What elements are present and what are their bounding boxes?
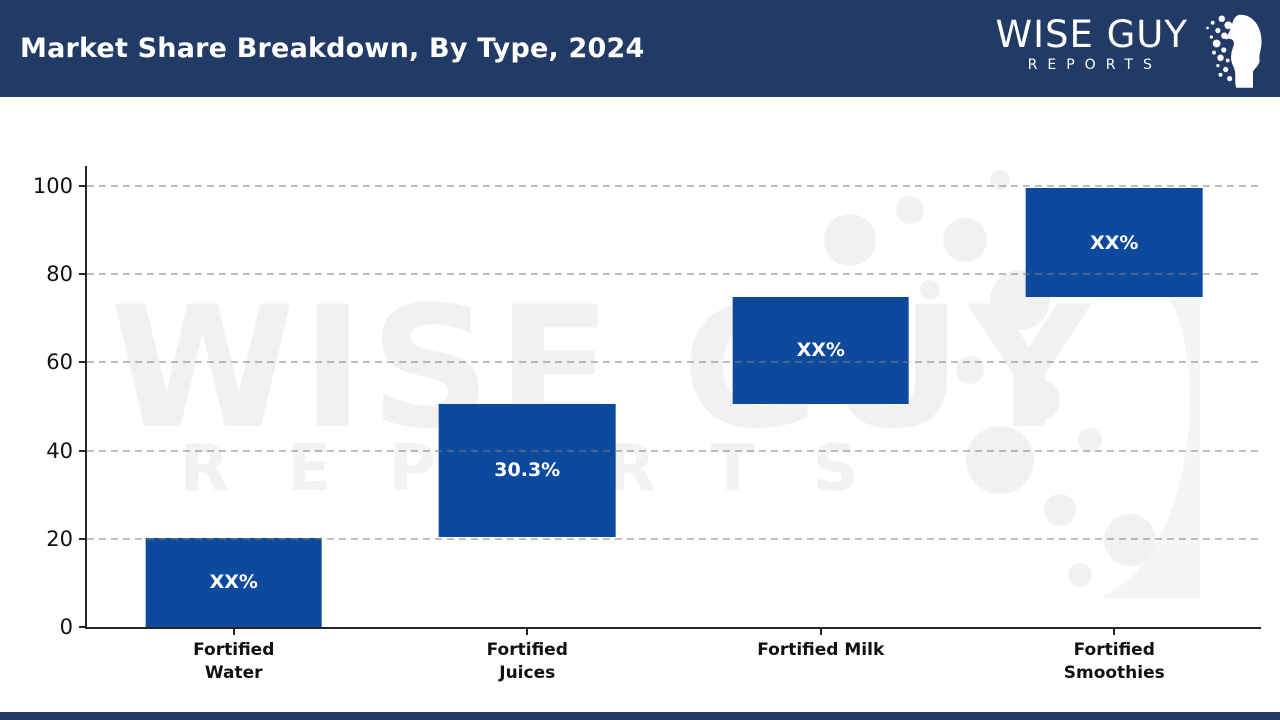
- x-axis-label-fortified-water: Fortified Water: [193, 640, 275, 683]
- bar-value-label: XX%: [796, 339, 845, 362]
- bar-fortified-water: XX%: [145, 537, 323, 627]
- bar-value-label: XX%: [209, 571, 258, 594]
- y-axis-label: 40: [46, 438, 73, 463]
- gridline-60: [87, 361, 1261, 364]
- wise-guy-face-icon: [1188, 6, 1266, 98]
- plot-area: 0 20 40 60 80 100 XX% Fortified Water 30.3% Forti…: [33, 166, 1261, 683]
- y-axis-tick: [79, 537, 87, 540]
- x-axis-tick: [526, 627, 529, 635]
- y-axis-tick: [79, 626, 87, 628]
- bar-fortified-juices: 30.3%: [438, 403, 616, 538]
- x-axis-label-fortified-juices: Fortified Juices: [486, 640, 568, 683]
- y-axis-tick: [79, 449, 87, 452]
- x-axis-label-fortified-milk: Fortified Milk: [757, 640, 885, 660]
- y-axis-label: 100: [32, 173, 73, 198]
- y-axis-label: 60: [46, 350, 73, 375]
- page-title: Market Share Breakdown, By Type, 2024: [20, 33, 645, 64]
- gridline-100: [87, 184, 1261, 187]
- footer-bar: [0, 712, 1280, 720]
- x-axis-tick: [1113, 627, 1116, 635]
- y-axis-label: 0: [59, 615, 73, 639]
- y-axis-label: 80: [46, 262, 73, 287]
- bar-fortified-milk: XX%: [732, 297, 910, 404]
- gridline-40: [87, 449, 1261, 452]
- gridline-20: [87, 537, 1261, 540]
- brand-logo-text: WISE GUY REPORTS: [995, 13, 1188, 73]
- bar-value-label: 30.3%: [494, 459, 561, 482]
- x-axis-tick: [232, 627, 235, 635]
- bar-value-label: XX%: [1090, 231, 1139, 254]
- y-axis-tick: [79, 184, 87, 187]
- brand-name: WISE GUY: [995, 13, 1188, 56]
- bar-fortified-smoothies: XX%: [1025, 188, 1203, 298]
- y-axis-tick: [79, 361, 87, 364]
- brand-logo: WISE GUY REPORTS: [996, 4, 1266, 94]
- gridline-80: [87, 273, 1261, 276]
- x-axis-tick: [819, 627, 822, 635]
- header-bar: Market Share Breakdown, By Type, 2024 WI…: [0, 0, 1280, 97]
- y-axis-label: 20: [46, 526, 73, 551]
- x-axis-label-fortified-smoothies: Fortified Smoothies: [1063, 640, 1165, 683]
- y-axis-tick: [79, 273, 87, 276]
- brand-subtitle: REPORTS: [1027, 56, 1162, 73]
